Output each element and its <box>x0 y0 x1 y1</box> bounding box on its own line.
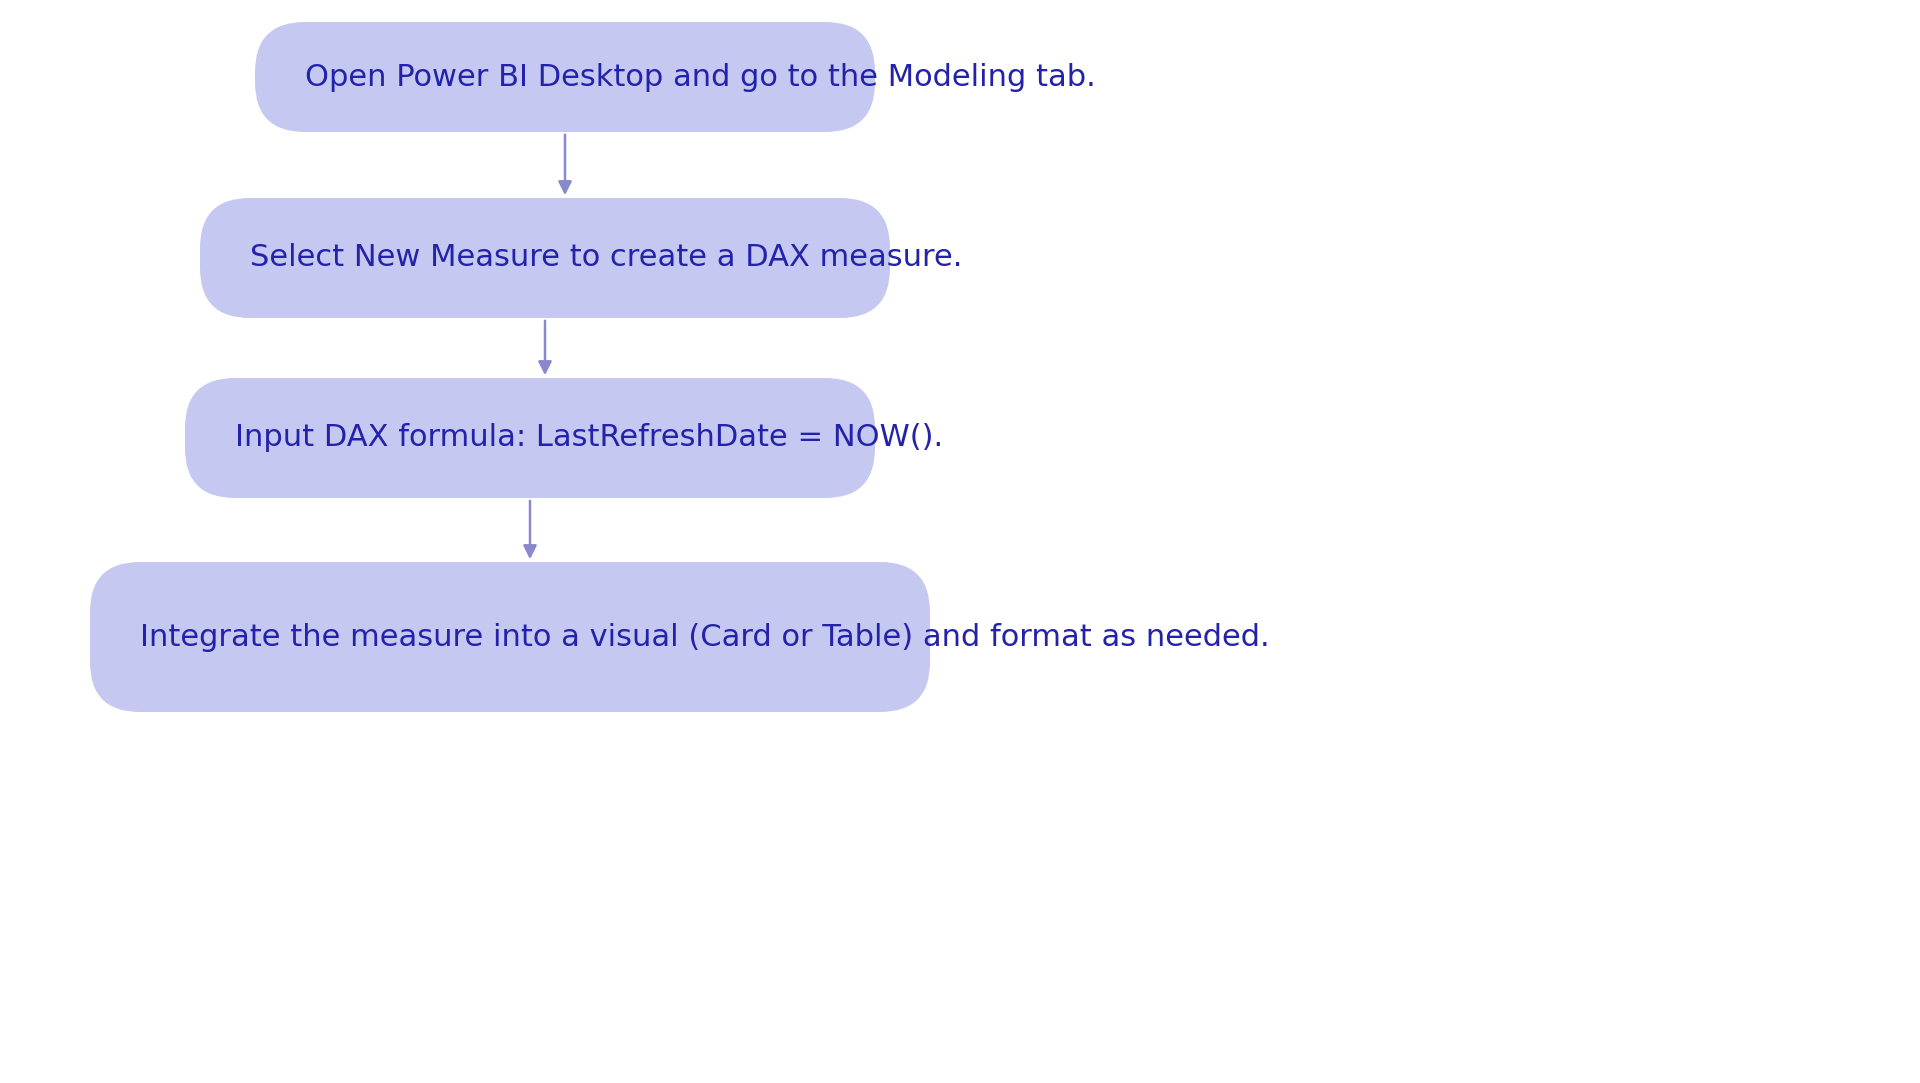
Text: Open Power BI Desktop and go to the Modeling tab.: Open Power BI Desktop and go to the Mode… <box>305 63 1096 91</box>
Text: Input DAX formula: LastRefreshDate = NOW().: Input DAX formula: LastRefreshDate = NOW… <box>234 423 943 453</box>
FancyBboxPatch shape <box>200 198 891 318</box>
Text: Select New Measure to create a DAX measure.: Select New Measure to create a DAX measu… <box>250 244 962 273</box>
Text: Integrate the measure into a visual (Card or Table) and format as needed.: Integrate the measure into a visual (Car… <box>140 623 1269 652</box>
FancyBboxPatch shape <box>90 562 929 712</box>
FancyBboxPatch shape <box>255 22 876 132</box>
FancyBboxPatch shape <box>184 378 876 498</box>
